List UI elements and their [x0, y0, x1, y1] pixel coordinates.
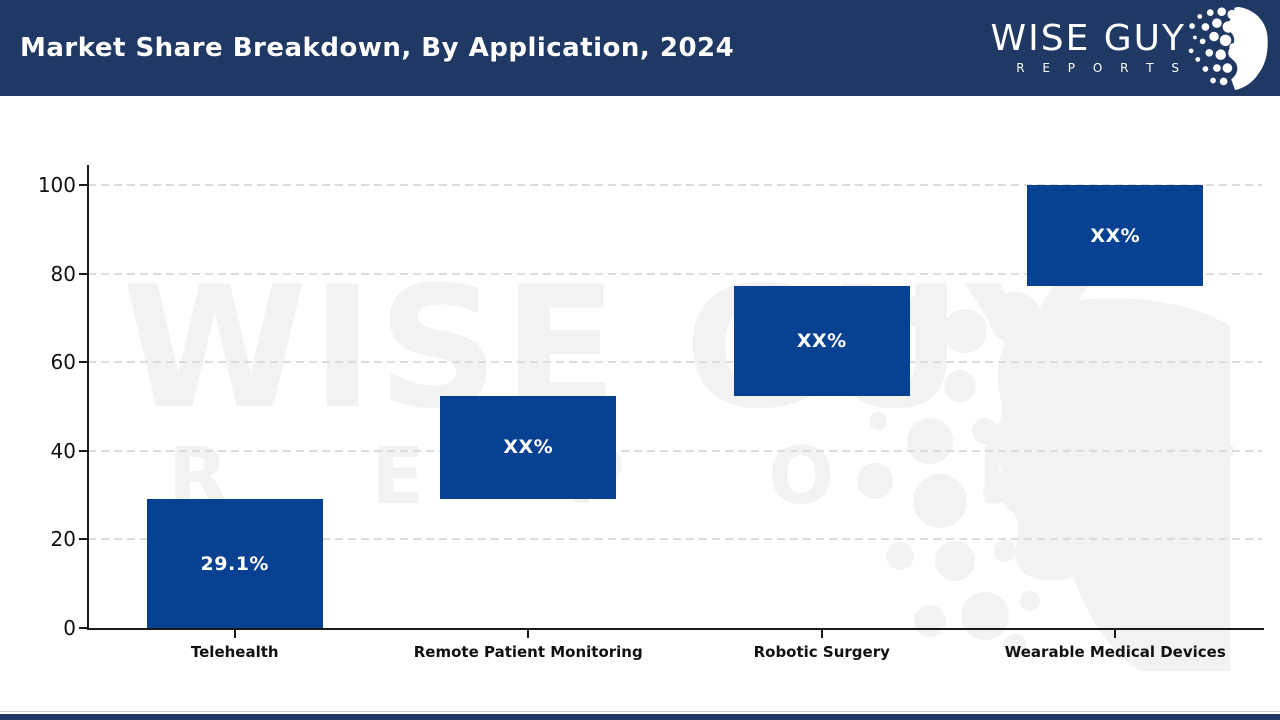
footer-bar — [0, 714, 1280, 720]
y-tick-mark — [79, 538, 87, 541]
logo-tagline: R E P O R T S — [1016, 61, 1186, 75]
grid-line — [88, 361, 1262, 364]
y-axis-tick-label: 40 — [50, 438, 76, 463]
y-axis-tick-label: 100 — [37, 173, 76, 197]
y-axis-tick-label: 80 — [50, 261, 76, 286]
footer-band — [0, 711, 1280, 720]
y-tick-mark — [79, 184, 87, 186]
bar-segment: XX% — [440, 395, 617, 500]
watermark-dotted-head-icon — [840, 292, 1230, 671]
bar-segment: XX% — [733, 286, 910, 396]
y-axis-tick-label: 60 — [50, 350, 76, 375]
page-title: Market Share Breakdown, By Application, … — [20, 33, 735, 63]
logo-name: WISE GUY — [990, 18, 1186, 59]
x-category-label: Remote Patient Monitoring — [413, 643, 643, 661]
bar-value-label: 29.1% — [200, 552, 269, 575]
x-tick-mark — [233, 630, 236, 638]
grid-line — [88, 184, 1262, 186]
brand-logo: WISE GUY R E P O R T S — [991, 4, 1273, 92]
dotted-head-icon — [1188, 6, 1268, 91]
bar-segment: 29.1% — [146, 499, 323, 628]
chart-canvas: WISE GUY R E P O R T S 29.1%X — [0, 96, 1280, 712]
grid-line — [88, 449, 1262, 452]
grid-line — [88, 272, 1262, 275]
bar-value-label: XX% — [1090, 224, 1141, 247]
y-axis-line — [87, 165, 89, 630]
x-category-label: Robotic Surgery — [753, 643, 890, 661]
y-axis-tick-label: 20 — [50, 527, 76, 552]
bar-value-label: XX% — [796, 329, 847, 352]
bar-value-label: XX% — [503, 436, 554, 459]
bar-segment: XX% — [1027, 185, 1204, 287]
x-category-label: Telehealth — [190, 643, 279, 661]
y-tick-mark — [79, 449, 87, 452]
x-tick-mark — [820, 630, 823, 638]
x-category-label: Wearable Medical Devices — [1004, 643, 1226, 661]
footer-rule — [0, 711, 1280, 712]
y-axis-tick-label: 0 — [63, 616, 76, 640]
x-axis-line — [87, 628, 1264, 630]
y-tick-mark — [79, 272, 87, 275]
y-tick-mark — [79, 627, 87, 629]
header-band: Market Share Breakdown, By Application, … — [0, 0, 1280, 96]
y-tick-mark — [79, 361, 87, 364]
grid-line — [88, 538, 1262, 541]
plot-area: 29.1% XX% XX% XX% — [88, 184, 1262, 628]
x-tick-mark — [527, 630, 530, 638]
x-tick-mark — [1114, 630, 1117, 638]
